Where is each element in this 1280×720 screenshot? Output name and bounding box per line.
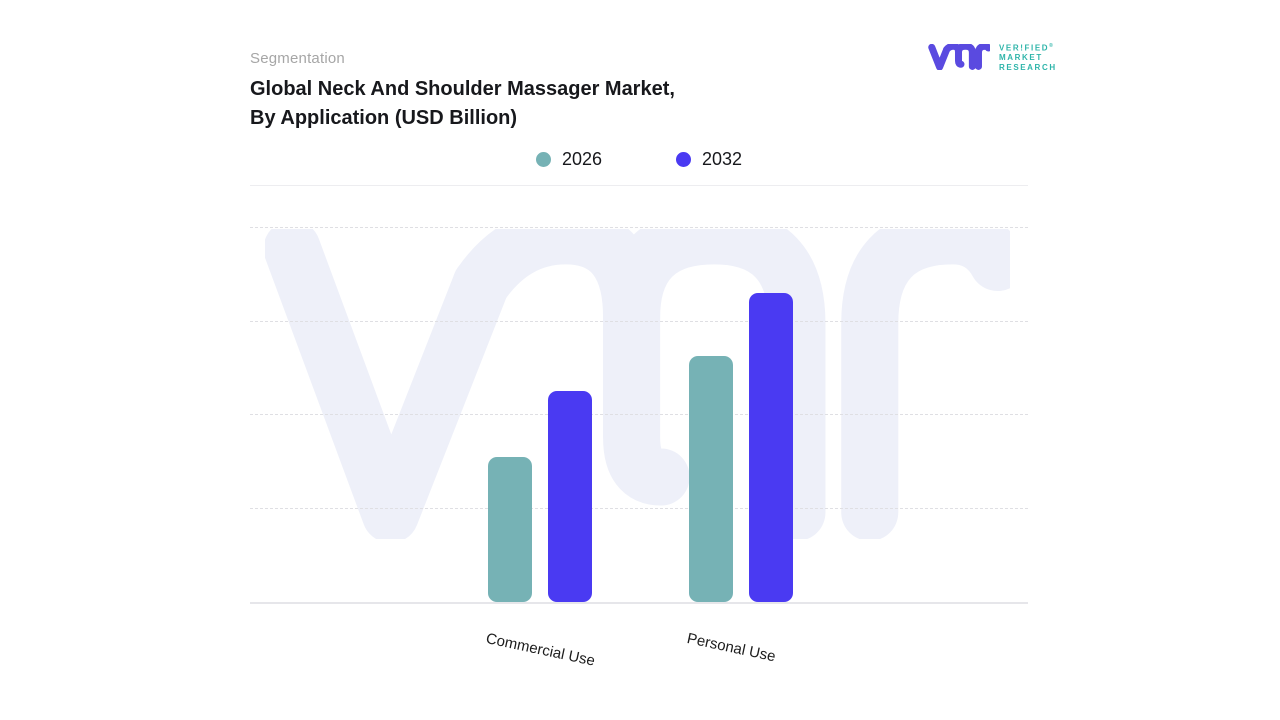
- brand-word-research: RESEARCH: [999, 62, 1057, 72]
- page-title-line1: Global Neck And Shoulder Massager Market…: [250, 78, 675, 100]
- vmr-monogram-icon: [928, 44, 990, 71]
- legend-dot-2026-icon: [535, 152, 551, 167]
- page-title-line2: By Application (USD Billion): [250, 107, 518, 129]
- eyebrow-label: Segmentation: [250, 50, 345, 67]
- category-label-personal-use: Personal Use: [684, 630, 777, 666]
- chart-area: Commercial Use Personal Use: [250, 185, 1028, 680]
- registered-mark: ®: [1049, 43, 1053, 49]
- legend-label-2026: 2026: [561, 149, 602, 169]
- vmr-watermark-icon: [265, 229, 1010, 539]
- category-label-commercial-use: Commercial Use: [484, 630, 597, 670]
- legend-item-2026[interactable]: 2026: [535, 149, 602, 170]
- brand-word-market: MARKET: [999, 53, 1043, 63]
- brand-word-verified: VER!FIED: [999, 43, 1050, 53]
- bar-personal-use-2026[interactable]: [688, 356, 733, 602]
- legend-item-2032[interactable]: 2032: [676, 149, 742, 170]
- legend-label-2032: 2032: [702, 149, 743, 169]
- brand-logo: VER!FIED® MARKET RESEARCH: [928, 42, 1057, 72]
- gridline: [250, 227, 1028, 228]
- gridline: [250, 414, 1028, 415]
- chart-legend: 2026 2032: [250, 149, 1028, 170]
- brand-wordmark: VER!FIED® MARKET RESEARCH: [999, 42, 1057, 72]
- legend-dot-2032-icon: [676, 152, 691, 167]
- bar-personal-use-2032[interactable]: [748, 293, 793, 602]
- bar-commercial-use-2032[interactable]: [548, 391, 592, 602]
- gridline: [250, 507, 1028, 509]
- bar-commercial-use-2026[interactable]: [488, 457, 532, 602]
- gridline: [250, 320, 1028, 322]
- plot-area: [250, 186, 1028, 604]
- page-title: Global Neck And Shoulder Massager Market…: [250, 75, 675, 133]
